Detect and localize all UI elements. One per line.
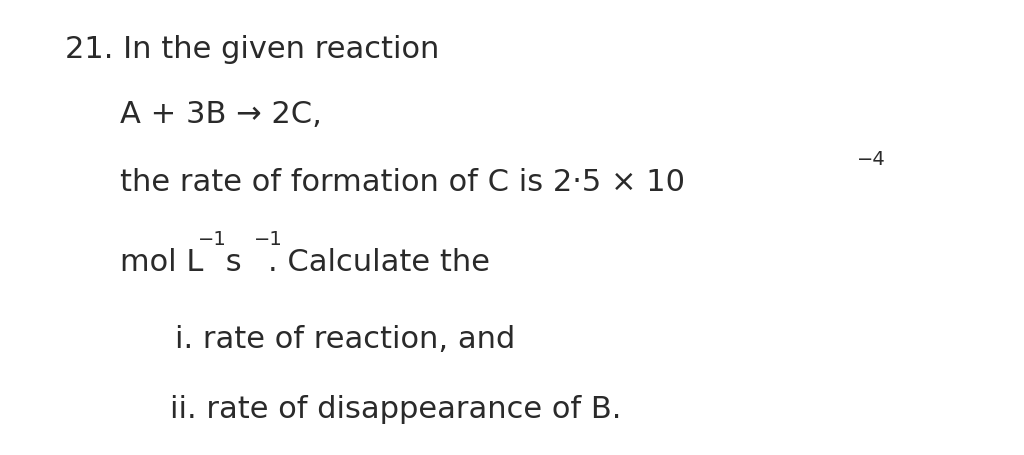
- Text: mol L: mol L: [120, 248, 204, 276]
- Text: the rate of formation of C is 2·5 × 10: the rate of formation of C is 2·5 × 10: [120, 167, 685, 197]
- Text: −1: −1: [198, 229, 226, 248]
- Text: −4: −4: [857, 150, 886, 169]
- Text: i. rate of reaction, and: i. rate of reaction, and: [175, 324, 515, 353]
- Text: . Calculate the: . Calculate the: [268, 248, 490, 276]
- Text: A + 3B → 2C,: A + 3B → 2C,: [120, 100, 322, 129]
- Text: 21. In the given reaction: 21. In the given reaction: [65, 35, 439, 64]
- Text: −1: −1: [254, 229, 283, 248]
- Text: s: s: [216, 248, 242, 276]
- Text: ii. rate of disappearance of B.: ii. rate of disappearance of B.: [170, 394, 622, 423]
